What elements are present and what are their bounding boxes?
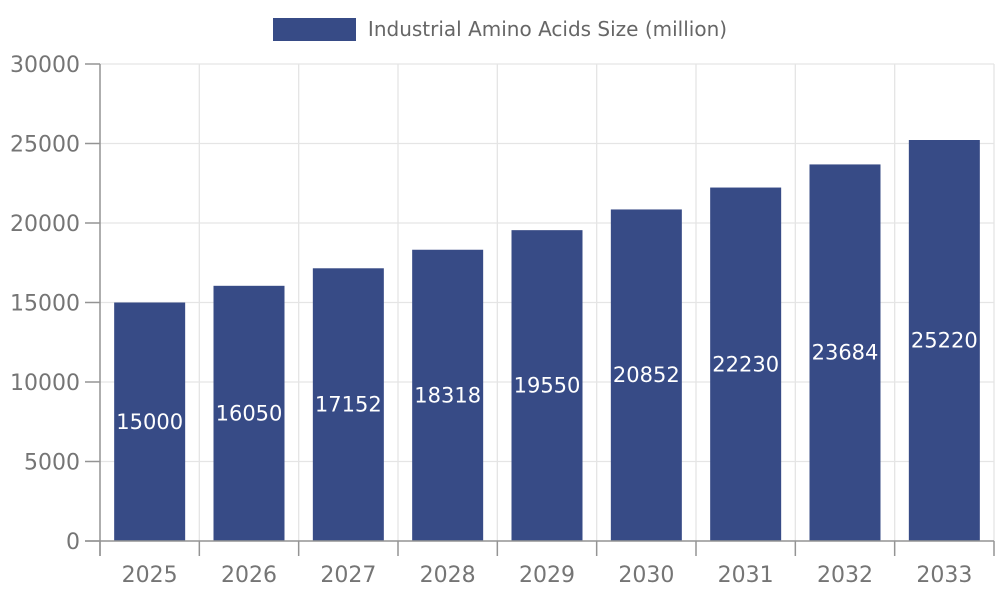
bar-value-label: 22230 <box>712 352 779 376</box>
y-tick-label: 5000 <box>24 451 80 476</box>
legend-label: Industrial Amino Acids Size (million) <box>367 17 728 41</box>
bar <box>412 249 484 541</box>
bar-value-label: 19550 <box>514 374 581 398</box>
x-tick-label: 2025 <box>122 563 178 588</box>
x-tick-label: 2032 <box>817 563 873 588</box>
bar <box>610 209 682 542</box>
bar-value-label: 16050 <box>216 401 283 425</box>
bar-value-label: 17152 <box>315 393 382 417</box>
x-tick-label: 2029 <box>519 563 575 588</box>
x-tick-label: 2033 <box>916 563 972 588</box>
chart-legend[interactable]: Industrial Amino Acids Size (million) <box>0 18 1000 41</box>
bar <box>312 268 384 541</box>
bar <box>908 140 980 541</box>
legend-swatch-icon <box>272 18 356 41</box>
bar-value-label: 23684 <box>812 341 879 365</box>
y-tick-label: 0 <box>66 530 80 555</box>
bar-value-label: 25220 <box>911 329 978 353</box>
y-tick-label: 30000 <box>10 53 80 78</box>
x-tick-label: 2026 <box>221 563 277 588</box>
x-tick-label: 2028 <box>420 563 476 588</box>
bar-value-label: 15000 <box>116 410 183 434</box>
bar-value-label: 18318 <box>414 383 481 407</box>
y-tick-label: 10000 <box>10 371 80 396</box>
x-tick-label: 2031 <box>718 563 774 588</box>
x-tick-label: 2030 <box>618 563 674 588</box>
bar <box>511 230 583 541</box>
y-tick-label: 20000 <box>10 212 80 237</box>
bar <box>213 285 285 541</box>
y-tick-label: 15000 <box>10 292 80 317</box>
bar-value-label: 20852 <box>613 363 680 387</box>
y-tick-label: 25000 <box>10 133 80 158</box>
bar <box>710 187 782 541</box>
bar <box>809 164 881 542</box>
bar <box>114 302 186 541</box>
x-tick-label: 2027 <box>320 563 376 588</box>
